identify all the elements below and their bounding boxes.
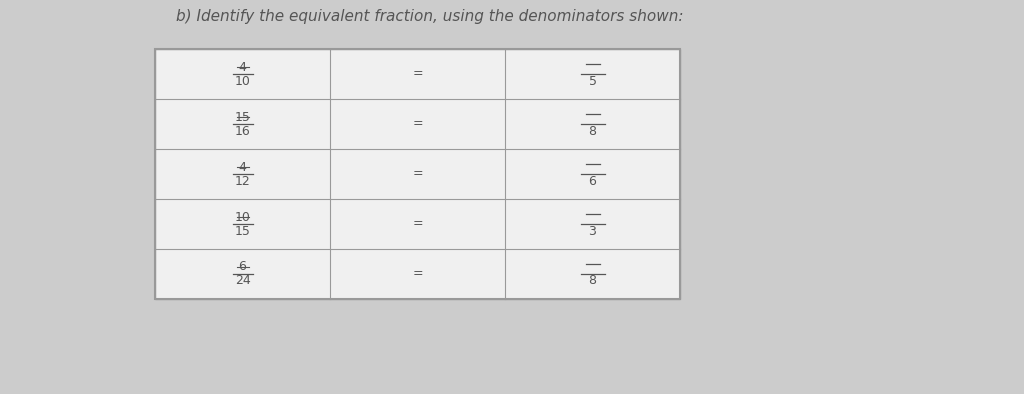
Text: =: = [413,217,423,230]
Text: =: = [413,268,423,281]
Text: 6: 6 [589,175,596,188]
Text: 8: 8 [589,125,597,138]
Text: =: = [413,67,423,80]
Text: 10: 10 [234,74,251,87]
Text: 15: 15 [234,225,251,238]
Bar [155,49,680,299]
Text: =: = [413,167,423,180]
Text: 5: 5 [589,74,597,87]
Text: b) Identify the equivalent fraction, using the denominators shown:: b) Identify the equivalent fraction, usi… [176,9,684,24]
Text: 4: 4 [239,160,247,173]
Text: 24: 24 [234,275,251,288]
Text: 8: 8 [589,275,597,288]
Text: 10: 10 [234,210,251,223]
Text: 16: 16 [234,125,251,138]
Text: 4: 4 [239,61,247,74]
Text: 6: 6 [239,260,247,273]
Text: 15: 15 [234,110,251,123]
Bar [155,49,680,299]
Text: 3: 3 [589,225,596,238]
Text: 12: 12 [234,175,251,188]
Text: =: = [413,117,423,130]
